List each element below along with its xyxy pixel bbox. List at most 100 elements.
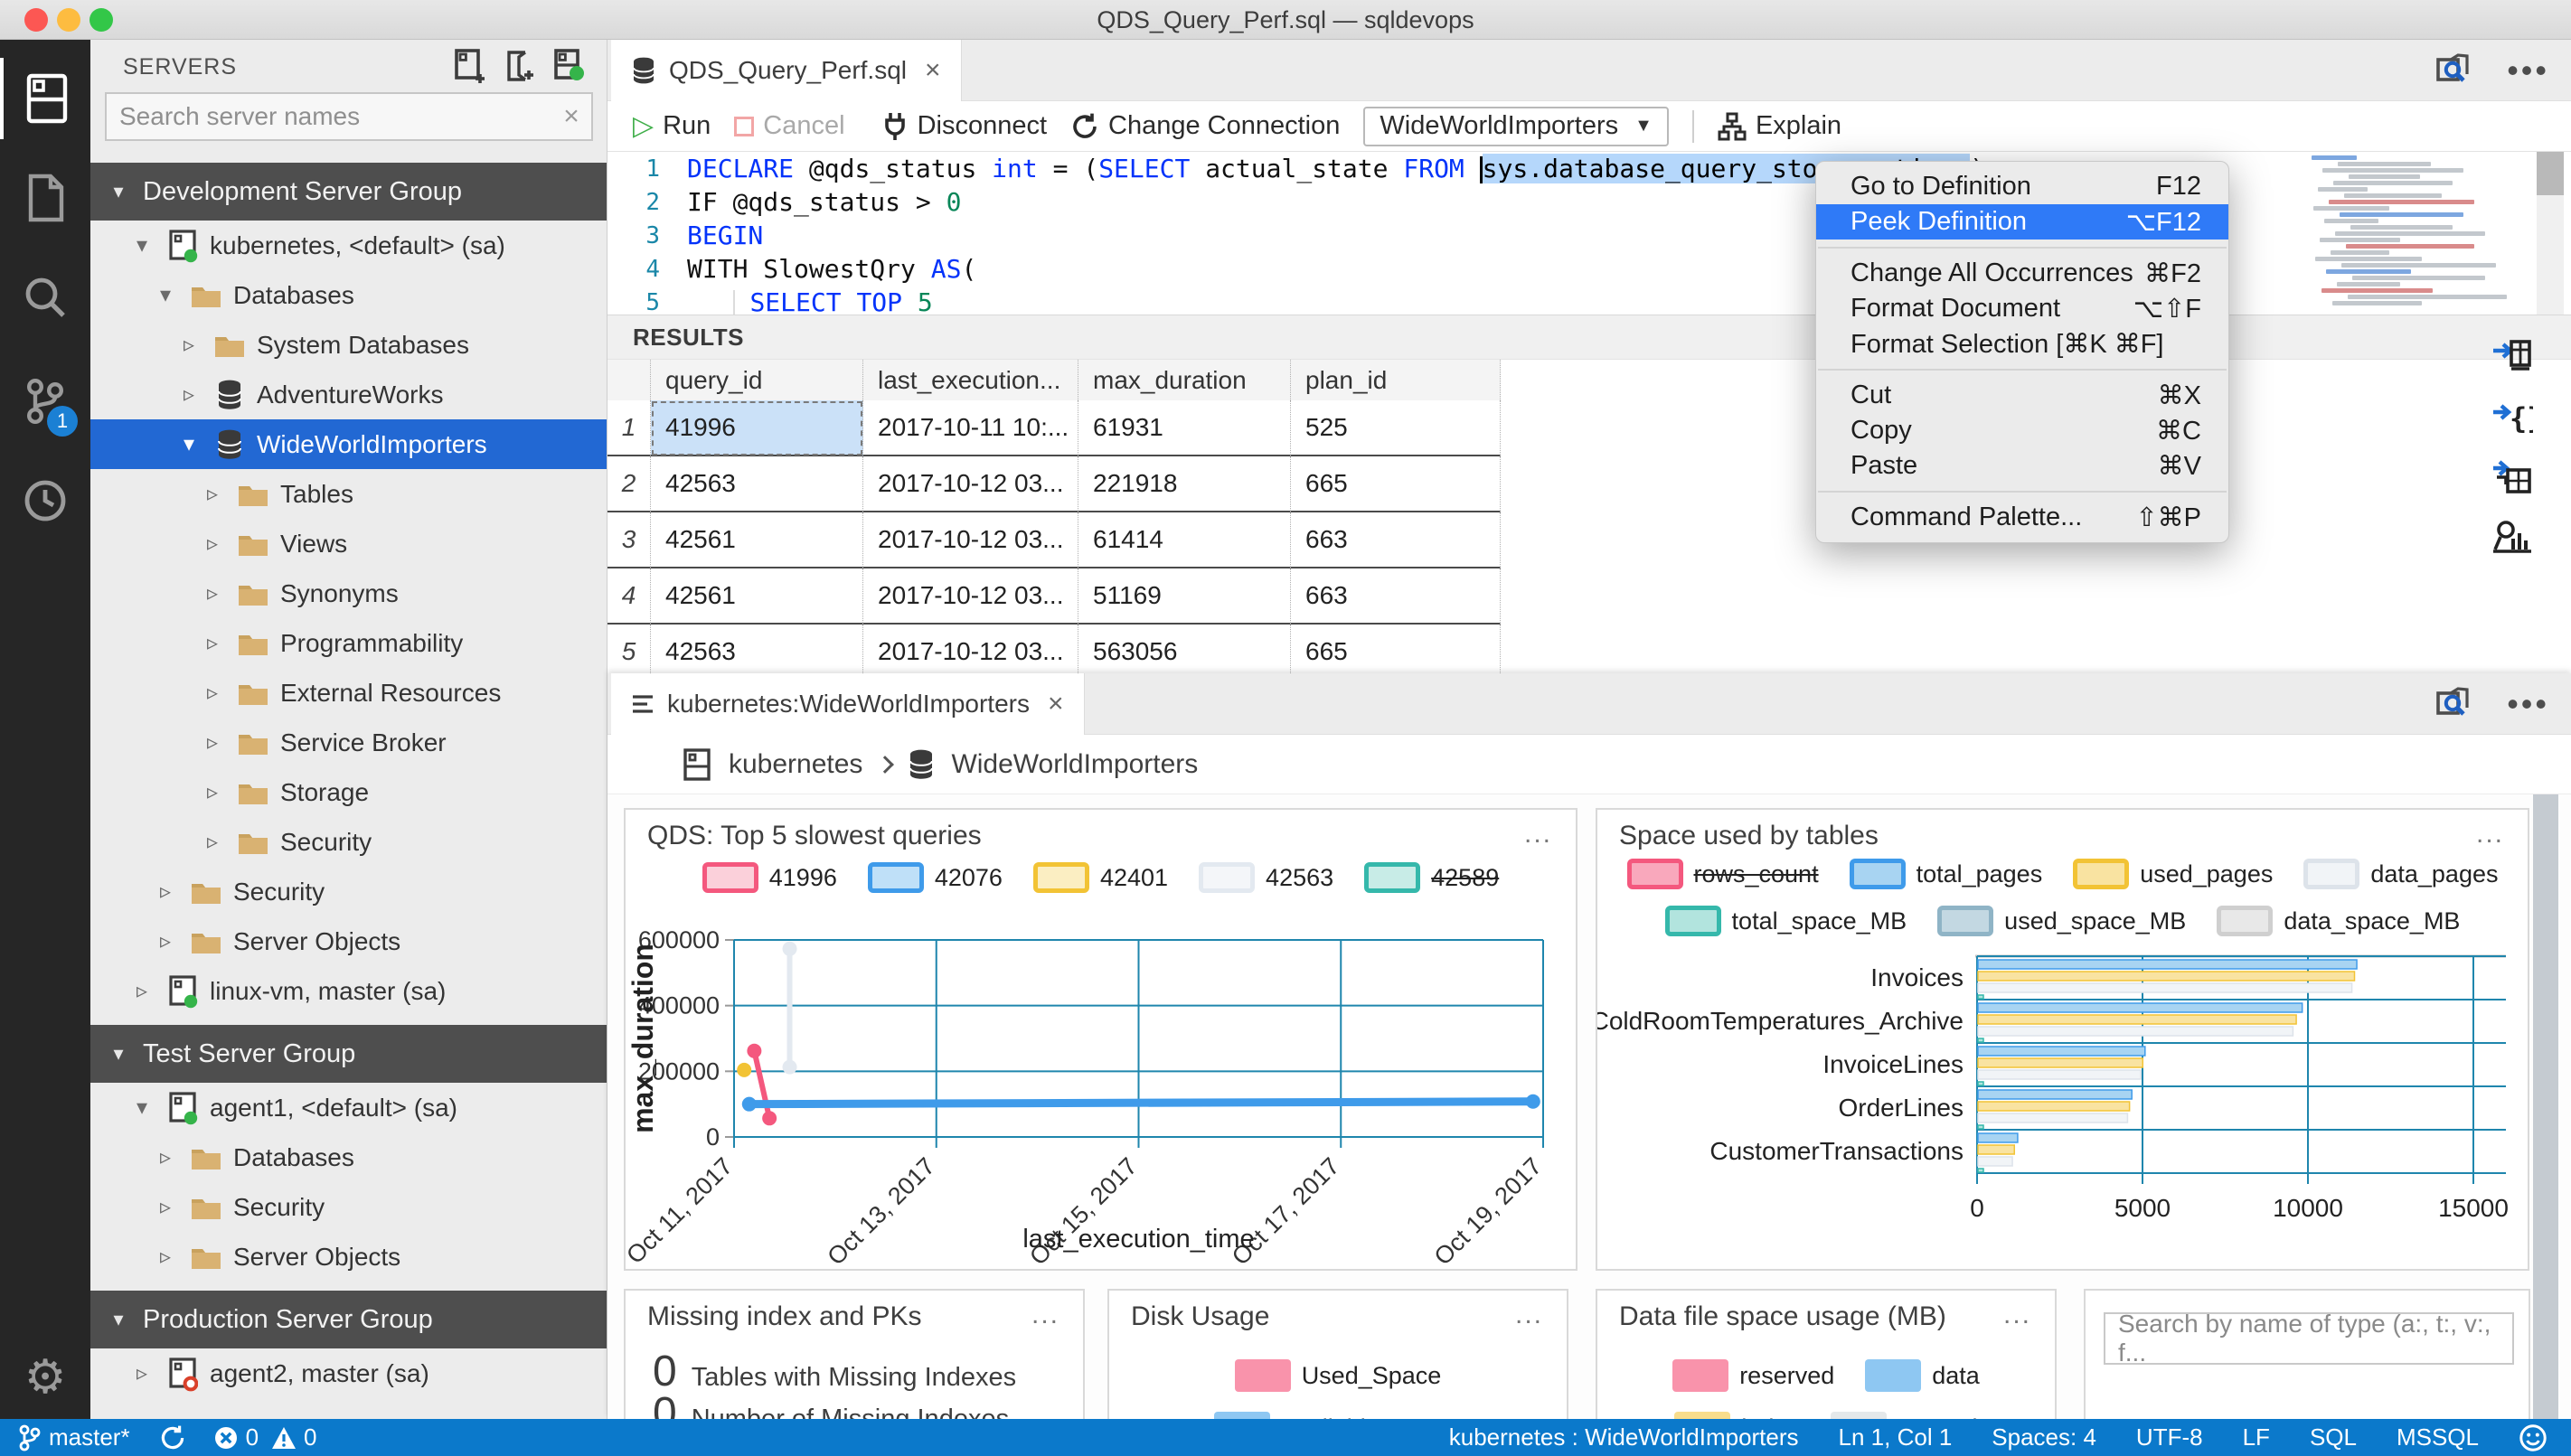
twistie-icon[interactable]: ▹ <box>159 1195 172 1219</box>
tree-item-service-broker[interactable]: ▹ Service Broker <box>90 718 607 767</box>
zoom-window-button[interactable] <box>89 8 113 32</box>
menu-item-command-palette[interactable]: Command Palette... ⇧⌘P <box>1851 503 2201 532</box>
new-server-group-icon[interactable] <box>502 49 538 85</box>
grid-cell[interactable]: 2017-10-12 03... <box>863 625 1078 673</box>
status-cursor-position[interactable]: Ln 1, Col 1 <box>1838 1423 1953 1451</box>
minimize-window-button[interactable] <box>57 8 80 32</box>
disconnect-button[interactable]: Disconnect <box>881 111 1047 142</box>
breadcrumb-server[interactable]: kubernetes <box>729 748 863 779</box>
menu-item-cut[interactable]: Cut ⌘X <box>1851 380 2201 410</box>
save-as-excel-icon[interactable] <box>2491 457 2533 497</box>
legend-item-42563[interactable]: 42563 <box>1199 862 1333 893</box>
twistie-icon[interactable]: ▹ <box>206 730 219 755</box>
widget-more-button[interactable]: ... <box>2475 819 2504 849</box>
tree-item-tables[interactable]: ▹ Tables <box>90 469 607 519</box>
grid-cell[interactable]: 221918 <box>1078 456 1291 512</box>
status-language[interactable]: SQL <box>2309 1423 2357 1451</box>
twistie-icon[interactable]: ▹ <box>159 1145 172 1169</box>
menu-item-peek-definition[interactable]: Peek Definition ⌥F12 <box>1816 204 2228 240</box>
row-number[interactable]: 3 <box>607 512 651 568</box>
tab-qds-query-perf[interactable]: QDS_Query_Perf.sql × <box>611 40 962 101</box>
twistie-icon[interactable]: ▹ <box>159 879 172 904</box>
dashboard-scrollbar[interactable] <box>2533 794 2558 1419</box>
grid-cell[interactable]: 563056 <box>1078 625 1291 673</box>
code-line[interactable]: 3 BEGIN <box>607 219 2571 252</box>
column-header-plan-id[interactable]: plan_id <box>1291 360 1501 400</box>
twistie-icon[interactable]: ▹ <box>206 482 219 506</box>
menu-item-format-document[interactable]: Format Document ⌥⇧F <box>1851 294 2201 324</box>
twistie-icon[interactable]: ▹ <box>206 631 219 655</box>
status-encoding[interactable]: UTF-8 <box>2135 1423 2203 1451</box>
minimap[interactable] <box>2312 155 2507 311</box>
tree-item-external-resources[interactable]: ▹ External Resources <box>90 668 607 718</box>
tree-item-wideworldimporters[interactable]: ▾ WideWorldImporters <box>90 419 607 469</box>
editor-scrollbar-thumb[interactable] <box>2537 152 2564 195</box>
status-eol[interactable]: LF <box>2242 1423 2270 1451</box>
view-as-chart-icon[interactable] <box>2491 517 2533 557</box>
legend-item-41996[interactable]: 41996 <box>702 862 837 893</box>
tree-item-linux-vm-master-sa[interactable]: ▹ linux-vm, master (sa) <box>90 966 607 1016</box>
open-preview-icon[interactable] <box>2434 686 2471 722</box>
grid-cell[interactable]: 663 <box>1291 512 1501 568</box>
tree-item-agent2-master-sa[interactable]: ▹ agent2, master (sa) <box>90 1348 607 1398</box>
menu-item-go-to-definition[interactable]: Go to Definition F12 <box>1851 172 2201 201</box>
widget-more-button[interactable]: ... <box>1031 1300 1059 1329</box>
new-connection-icon[interactable] <box>453 49 489 85</box>
grid-cell[interactable]: 51169 <box>1078 568 1291 625</box>
git-branch-item[interactable]: master* <box>18 1423 130 1451</box>
legend-item-rows-count[interactable]: rows_count <box>1626 859 1819 889</box>
twistie-icon[interactable]: ▹ <box>206 581 219 606</box>
database-selector-dropdown[interactable]: WideWorldImporters ▼ <box>1363 106 1669 146</box>
menu-item-copy[interactable]: Copy ⌘C <box>1851 416 2201 446</box>
twistie-icon[interactable]: ▾ <box>159 283 172 307</box>
menu-item-paste[interactable]: Paste ⌘V <box>1851 451 2201 481</box>
dashboard-scrollbar-thumb[interactable] <box>2533 794 2558 1419</box>
save-as-csv-icon[interactable] <box>2491 338 2533 378</box>
grid-cell[interactable]: 2017-10-12 03... <box>863 568 1078 625</box>
legend-item-reserved[interactable]: reserved <box>1672 1359 1834 1392</box>
more-actions-icon[interactable]: ••• <box>2507 685 2549 722</box>
grid-cell[interactable]: 61931 <box>1078 400 1291 456</box>
change-connection-button[interactable]: Change Connection <box>1070 111 1340 141</box>
tree-item-server-objects[interactable]: ▹ Server Objects <box>90 1232 607 1282</box>
source-control-icon[interactable]: 1 <box>0 361 90 442</box>
column-header-query-id[interactable]: query_id <box>651 360 863 400</box>
legend-item-42401[interactable]: 42401 <box>1032 862 1168 893</box>
legend-item-used-space[interactable]: Used_Space <box>1234 1359 1441 1392</box>
breadcrumb-database[interactable]: WideWorldImporters <box>951 748 1199 779</box>
tree-item-databases[interactable]: ▾ Databases <box>90 270 607 320</box>
code-line[interactable]: 4 WITH SlowestQry AS( <box>607 252 2571 286</box>
twistie-icon[interactable]: ▹ <box>136 979 148 1003</box>
more-actions-icon[interactable]: ••• <box>2507 52 2549 89</box>
clear-search-icon[interactable]: × <box>563 101 579 131</box>
legend-item-used-pages[interactable]: used_pages <box>2073 859 2273 889</box>
code-editor[interactable]: 1 DECLARE @qds_status int = (SELECT actua… <box>607 152 2571 315</box>
twistie-icon[interactable]: ▹ <box>183 333 195 357</box>
twistie-icon[interactable]: ▾ <box>136 1095 148 1120</box>
twistie-icon[interactable]: ▹ <box>206 830 219 854</box>
legend-item-unused[interactable]: unused <box>1830 1412 1978 1419</box>
twistie-icon[interactable]: ▾ <box>183 432 195 456</box>
grid-cell[interactable]: 525 <box>1291 400 1501 456</box>
server-search-input[interactable]: Search server names × <box>105 92 593 141</box>
task-history-icon[interactable] <box>0 460 90 541</box>
grid-cell[interactable]: 41996 <box>651 400 863 456</box>
open-preview-icon[interactable] <box>2434 52 2471 89</box>
widget-more-button[interactable]: ... <box>1514 1300 1543 1329</box>
code-line[interactable]: 2 IF @qds_status > 0 <box>607 185 2571 219</box>
tree-item-databases[interactable]: ▹ Databases <box>90 1132 607 1182</box>
tree-item-system-databases[interactable]: ▹ System Databases <box>90 320 607 370</box>
legend-item-42589[interactable]: 42589 <box>1364 862 1499 893</box>
tree-item-security[interactable]: ▹ Security <box>90 867 607 916</box>
column-header-last-execution[interactable]: last_execution... <box>863 360 1078 400</box>
twistie-icon[interactable]: ▹ <box>159 929 172 953</box>
close-window-button[interactable] <box>24 8 48 32</box>
tree-item-synonyms[interactable]: ▹ Synonyms <box>90 568 607 618</box>
legend-item-total-pages[interactable]: total_pages <box>1849 859 2042 889</box>
explorer-icon[interactable] <box>0 157 90 239</box>
legend-item-data-space-mb[interactable]: data_space_MB <box>2217 906 2460 936</box>
server-group-development-server-group[interactable]: ▾ Development Server Group <box>90 163 607 221</box>
object-search-input[interactable]: Search by name of type (a:, t:, v:, f... <box>2104 1310 2514 1367</box>
widget-more-button[interactable]: ... <box>2002 1300 2031 1329</box>
tree-item-server-objects[interactable]: ▹ Server Objects <box>90 916 607 966</box>
